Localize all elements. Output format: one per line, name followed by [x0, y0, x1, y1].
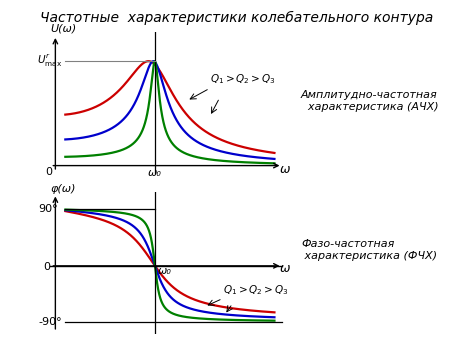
Text: $U^r_{\rm max}$: $U^r_{\rm max}$ — [37, 53, 63, 69]
Text: $Q_1 > Q_2 > Q_3$: $Q_1 > Q_2 > Q_3$ — [223, 283, 289, 297]
Text: ω₀: ω₀ — [148, 168, 162, 178]
Text: 0: 0 — [44, 262, 50, 272]
Text: φ(ω): φ(ω) — [50, 184, 76, 194]
Text: 90°: 90° — [38, 204, 58, 214]
Text: ω: ω — [279, 262, 290, 275]
Text: ω₀: ω₀ — [158, 266, 172, 276]
Text: Частотные  характеристики колебательного контура: Частотные характеристики колебательного … — [40, 11, 434, 25]
Text: -90°: -90° — [38, 317, 62, 327]
Text: U(ω): U(ω) — [50, 24, 77, 34]
Text: ω: ω — [279, 163, 290, 176]
Text: 0: 0 — [46, 167, 53, 177]
Text: $Q_1 > Q_2 > Q_3$: $Q_1 > Q_2 > Q_3$ — [210, 72, 275, 86]
Text: Амплитудно-частотная
  характеристика (АЧХ): Амплитудно-частотная характеристика (АЧХ… — [301, 91, 438, 112]
Text: Фазо-частотная
 характеристика (ФЧХ): Фазо-частотная характеристика (ФЧХ) — [301, 240, 437, 261]
